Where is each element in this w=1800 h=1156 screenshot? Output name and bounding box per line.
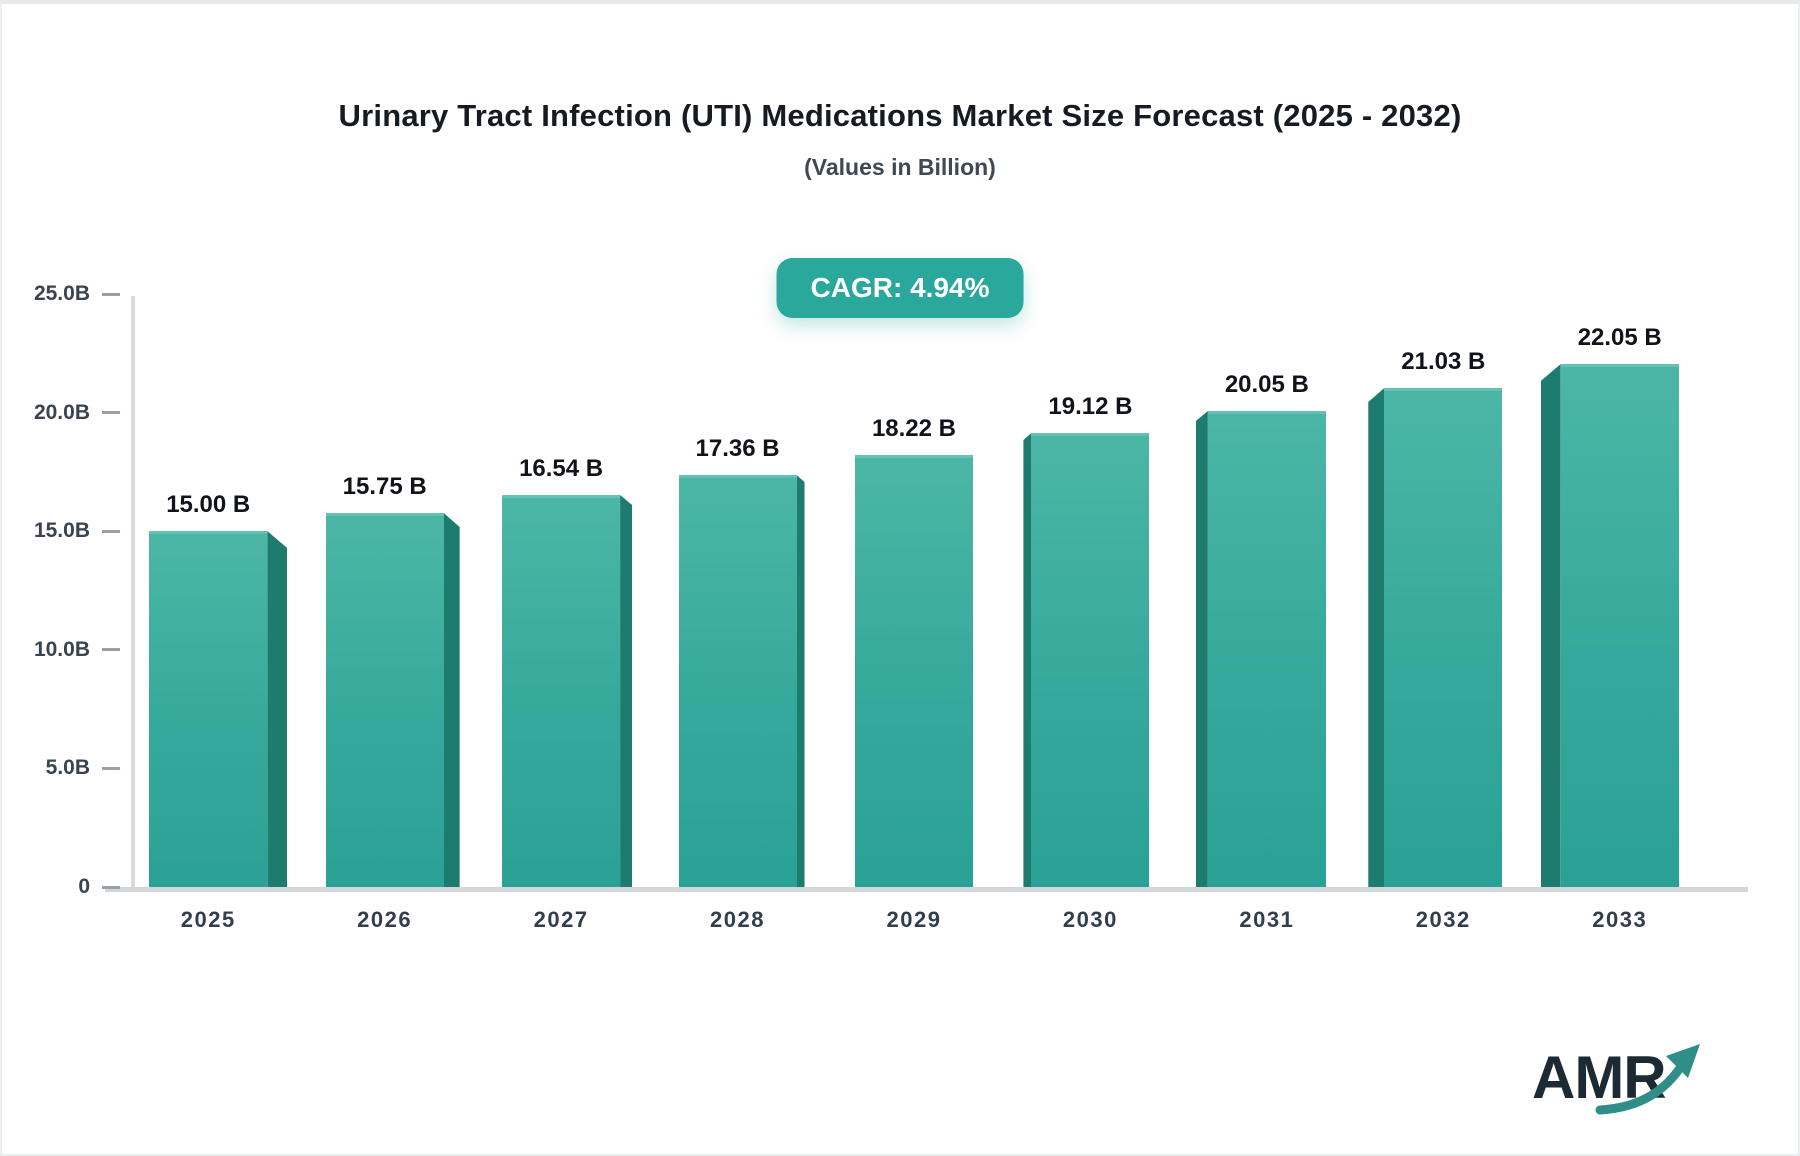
bar-side <box>620 495 633 887</box>
bar-value-label: 15.75 B <box>342 473 427 500</box>
bar-side <box>443 513 460 887</box>
bar-side <box>267 531 288 887</box>
x-axis-label: 2032 <box>1415 907 1471 932</box>
y-axis-tick <box>102 648 120 652</box>
bar-group-2030: 19.12 B <box>1002 294 1178 887</box>
bar-side <box>1540 364 1561 887</box>
bar-group-2027: 16.54 B <box>473 294 649 887</box>
x-axis-label: 2030 <box>1062 907 1118 932</box>
y-axis-line <box>131 296 135 889</box>
bar <box>325 513 444 887</box>
bar-value-label: 22.05 B <box>1577 324 1662 351</box>
y-axis-label: 10.0B <box>33 637 90 661</box>
bar-value-label: 19.12 B <box>1048 393 1133 420</box>
bars-area: 15.00 B 15.75 B 16.54 B 17.36 B 18.22 B 19.12… <box>120 294 1708 887</box>
y-axis-label: 20.0B <box>33 400 90 424</box>
bar-value-label: 15.00 B <box>166 491 251 518</box>
chart-subtitle: (Values in Billion) <box>804 154 996 180</box>
bar-value-label: 20.05 B <box>1224 371 1309 398</box>
bar-group-2025: 15.00 B <box>120 294 296 887</box>
bar <box>678 475 797 887</box>
x-axis-label: 2029 <box>886 907 942 932</box>
bar-side <box>1023 433 1032 887</box>
x-axis-label: 2025 <box>180 907 236 932</box>
bar-side <box>1368 388 1385 887</box>
y-axis-label: 5.0B <box>45 756 90 780</box>
bar <box>854 455 973 887</box>
bar-group-2033: 22.05 B <box>1532 294 1708 887</box>
bar-side <box>796 475 805 887</box>
x-axis-baseline <box>105 887 1748 892</box>
x-axis-label: 2033 <box>1592 907 1648 932</box>
bar <box>1560 364 1679 887</box>
x-axis-label: 2031 <box>1239 907 1295 932</box>
bar-value-label: 16.54 B <box>519 455 604 482</box>
y-axis-tick <box>102 885 120 889</box>
x-axis-label: 2026 <box>357 907 413 932</box>
bar-side <box>1195 411 1208 887</box>
bar-value-label: 17.36 B <box>695 435 780 462</box>
chart-title: Urinary Tract Infection (UTI) Medication… <box>338 98 1462 133</box>
bar-group-2031: 20.05 B <box>1179 294 1355 887</box>
y-axis-tick <box>102 766 120 770</box>
bar-value-label: 21.03 B <box>1401 348 1486 375</box>
y-axis-label: 15.0B <box>33 519 90 543</box>
y-axis-label: 25.0B <box>33 282 90 305</box>
bar-group-2028: 17.36 B <box>649 294 825 887</box>
x-axis-label: 2027 <box>533 907 589 932</box>
y-axis-label: 0 <box>78 875 90 898</box>
x-axis-label: 2028 <box>710 907 765 932</box>
bar <box>1384 388 1503 887</box>
bar <box>1031 433 1150 887</box>
bar-group-2026: 15.75 B <box>296 294 472 887</box>
amr-logo: AMR <box>1532 1044 1700 1115</box>
x-axis: 2025 2026 2027 2028 2029 2030 2031 2032 2033 <box>120 907 1708 937</box>
y-axis-tick <box>102 292 120 296</box>
bar-group-2029: 18.22 B <box>826 294 1002 887</box>
bar <box>149 531 268 887</box>
y-axis-tick <box>102 411 120 415</box>
amr-logo-arrow-swoosh <box>1595 1063 1685 1115</box>
amr-logo-arrow-head <box>1666 1044 1700 1078</box>
bar-value-label: 18.22 B <box>871 415 956 442</box>
bar <box>502 495 621 887</box>
y-axis-tick <box>102 529 120 533</box>
bar <box>1207 411 1326 887</box>
cagr-badge: CAGR: 4.94% <box>776 258 1024 318</box>
bar-group-2032: 21.03 B <box>1355 294 1531 887</box>
